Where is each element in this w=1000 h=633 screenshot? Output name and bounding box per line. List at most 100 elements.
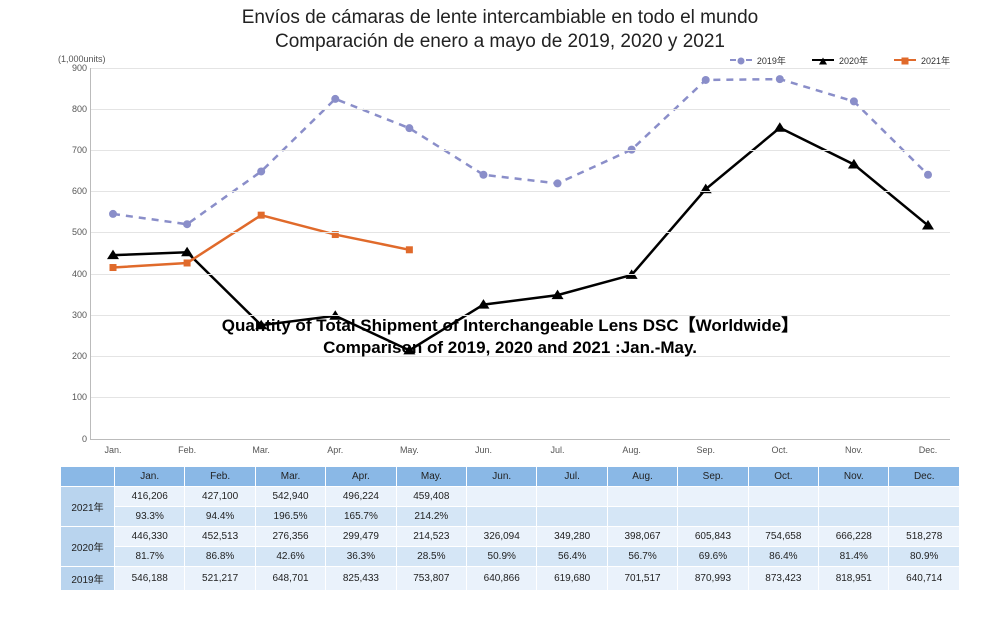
table-cell: 666,228: [819, 526, 889, 546]
legend-label: 2019年: [757, 54, 786, 67]
series-marker: [924, 170, 932, 178]
table-cell: 542,940: [255, 486, 325, 506]
chart-title: Envíos de cámaras de lente intercambiabl…: [0, 0, 1000, 54]
table-cell: 86.8%: [185, 546, 255, 566]
table-cell: 427,100: [185, 486, 255, 506]
table-cell: 605,843: [678, 526, 748, 546]
table-cell: [889, 486, 960, 506]
table-cell: 870,993: [678, 566, 748, 590]
table-cell: [467, 506, 537, 526]
gridline: [91, 397, 950, 398]
y-tick-label: 800: [61, 104, 87, 114]
x-tick-label: Aug.: [622, 445, 641, 455]
table-cell: 94.4%: [185, 506, 255, 526]
table-cell: 546,188: [115, 566, 185, 590]
table-cell: 648,701: [255, 566, 325, 590]
table-cell: [819, 486, 889, 506]
table-cell: [678, 506, 748, 526]
overlay-title-line2: Comparison of 2019, 2020 and 2021 :Jan.-…: [60, 337, 960, 360]
table-col-header: Sep.: [678, 466, 748, 486]
table-cell: 93.3%: [115, 506, 185, 526]
table-cell: 873,423: [748, 566, 818, 590]
table-col-header: Aug.: [607, 466, 677, 486]
table-cell: 496,224: [326, 486, 396, 506]
series-line: [113, 79, 928, 224]
series-marker: [702, 75, 710, 83]
gridline: [91, 68, 950, 69]
gridline: [91, 150, 950, 151]
table-row-label: 2020年: [61, 526, 115, 566]
series-marker: [774, 122, 786, 132]
table-cell: [748, 486, 818, 506]
table-cell: 56.4%: [537, 546, 607, 566]
table-cell: [607, 506, 677, 526]
series-marker: [184, 259, 191, 266]
y-tick-label: 700: [61, 145, 87, 155]
table-col-header: Feb.: [185, 466, 255, 486]
table-cell: [537, 486, 607, 506]
table-cell: 398,067: [607, 526, 677, 546]
table-cell: 459,408: [396, 486, 466, 506]
table-cell: 640,866: [467, 566, 537, 590]
x-tick-label: Apr.: [327, 445, 343, 455]
title-line2: Comparación de enero a mayo de 2019, 202…: [0, 30, 1000, 54]
gridline: [91, 109, 950, 110]
x-tick-label: Jun.: [475, 445, 492, 455]
series-marker: [331, 94, 339, 102]
table-row-label: 2021年: [61, 486, 115, 526]
x-tick-label: Jan.: [104, 445, 121, 455]
x-tick-label: Nov.: [845, 445, 863, 455]
gridline: [91, 274, 950, 275]
table-cell: 214,523: [396, 526, 466, 546]
table-cell: 42.6%: [255, 546, 325, 566]
table-cell: 50.9%: [467, 546, 537, 566]
series-marker: [110, 264, 117, 271]
y-tick-label: 100: [61, 392, 87, 402]
series-marker: [850, 97, 858, 105]
gridline: [91, 191, 950, 192]
chart-container: (1,000units) 2019年 2020年 2021年 010020030…: [60, 60, 960, 460]
data-table: Jan.Feb.Mar.Apr.May.Jun.Jul.Aug.Sep.Oct.…: [60, 466, 960, 591]
table-cell: 640,714: [889, 566, 960, 590]
table-cell: [819, 506, 889, 526]
series-marker: [479, 170, 487, 178]
y-tick-label: 0: [61, 434, 87, 444]
table-cell: 86.4%: [748, 546, 818, 566]
table-cell: 28.5%: [396, 546, 466, 566]
table-cell: 446,330: [115, 526, 185, 546]
x-tick-label: Dec.: [919, 445, 938, 455]
plot-area: 0100200300400500600700800900Jan.Feb.Mar.…: [90, 68, 950, 440]
table-cell: 701,517: [607, 566, 677, 590]
overlay-title-line1: Quantity of Total Shipment of Interchang…: [60, 315, 960, 338]
table-cell: 326,094: [467, 526, 537, 546]
table-cell: 56.7%: [607, 546, 677, 566]
table-cell: [537, 506, 607, 526]
table-body: 2021年416,206427,100542,940496,224459,408…: [61, 486, 960, 590]
table-cell: [467, 486, 537, 506]
table-header: Jan.Feb.Mar.Apr.May.Jun.Jul.Aug.Sep.Oct.…: [61, 466, 960, 486]
x-tick-label: Oct.: [772, 445, 789, 455]
y-tick-label: 500: [61, 227, 87, 237]
table-cell: 452,513: [185, 526, 255, 546]
table-col-header: Apr.: [326, 466, 396, 486]
table-cell: 825,433: [326, 566, 396, 590]
legend: 2019年 2020年 2021年: [730, 54, 950, 67]
table-cell: [889, 506, 960, 526]
table-col-header: Jul.: [537, 466, 607, 486]
table-cell: [748, 506, 818, 526]
legend-item: 2019年: [730, 54, 786, 67]
table-cell: 81.4%: [819, 546, 889, 566]
series-marker: [257, 167, 265, 175]
table-cell: 196.5%: [255, 506, 325, 526]
legend-label: 2020年: [839, 54, 868, 67]
table-cell: 214.2%: [396, 506, 466, 526]
x-tick-label: Mar.: [252, 445, 270, 455]
series-marker: [405, 124, 413, 132]
x-tick-label: Jul.: [551, 445, 565, 455]
table-col-header: Jun.: [467, 466, 537, 486]
series-line: [113, 215, 409, 267]
table-cell: 81.7%: [115, 546, 185, 566]
table-cell: 619,680: [537, 566, 607, 590]
table-cell: [678, 486, 748, 506]
series-marker: [406, 246, 413, 253]
